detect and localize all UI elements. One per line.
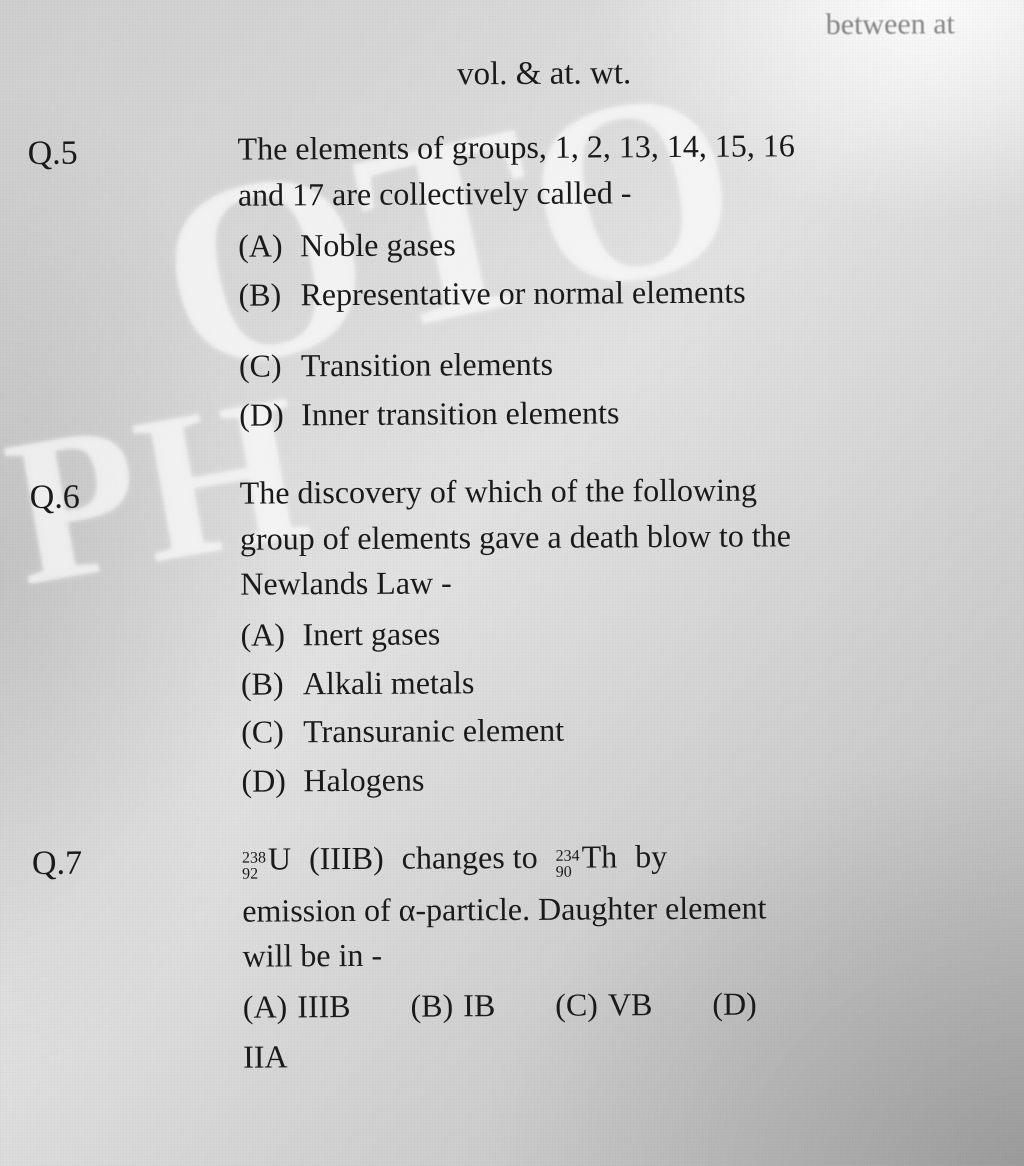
q5-option-c-letter: (C): [239, 343, 301, 389]
q7-option-a-letter: (A): [243, 985, 288, 1031]
question-7: Q.7 238 92 U (IIIB) changes to 234 90: [32, 832, 977, 1081]
header-fragment: between at: [27, 3, 955, 51]
vol-at-wt: vol. & at. wt.: [117, 48, 971, 100]
q5-option-b: (B) Representative or normal elements: [238, 268, 972, 318]
q5-stem-line-1: The elements of groups, 1, 2, 13, 14, 15…: [238, 128, 795, 167]
q5-stem-line-2: and 17 are collectively called -: [238, 174, 632, 212]
question-6-number: Q.6: [30, 471, 242, 808]
q5-option-a: (A) Noble gases: [238, 220, 972, 270]
q7-option-a: (A) IIIB: [243, 984, 351, 1030]
q5-option-a-text: Noble gases: [300, 223, 456, 269]
nuclide-th-atomic: 90: [556, 864, 580, 880]
q7-option-b: (B) IB: [410, 984, 495, 1030]
q7-option-a-text: IIIB: [297, 984, 351, 1030]
q5-option-b-letter: (B): [238, 272, 300, 318]
nuclide-u-symbol: U: [268, 836, 291, 882]
q7-option-b-text: IB: [463, 984, 495, 1030]
q5-option-c: (C) Transition elements: [239, 339, 973, 389]
nuclide-u-mass: 238: [242, 850, 266, 866]
nuclide-u: 238 92 U: [242, 836, 291, 882]
q7-iia: IIA: [243, 1030, 977, 1080]
q6-option-d-letter: (D): [241, 758, 303, 804]
q6-option-a-text: Inert gases: [302, 612, 440, 658]
q6-option-c: (C) Transuranic element: [241, 705, 975, 755]
q5-option-c-text: Transition elements: [301, 342, 553, 389]
q6-option-c-text: Transuranic element: [303, 708, 564, 755]
q6-stem-line-2: group of elements gave a death blow to t…: [240, 517, 791, 556]
question-5: Q.5 The elements of groups, 1, 2, 13, 14…: [27, 123, 973, 442]
q6-option-b-letter: (B): [241, 661, 303, 707]
q6-option-d-text: Halogens: [303, 757, 424, 803]
q6-stem-line-1: The discovery of which of the following: [240, 472, 757, 511]
q7-option-d: (D): [712, 981, 837, 1027]
q5-option-d-text: Inner transition elements: [301, 390, 619, 437]
page: between at vol. & at. wt. Q.5 The elemen…: [0, 0, 1024, 1081]
nuclide-th: 234 90 Th: [555, 835, 617, 881]
q7-option-c-letter: (C): [555, 983, 598, 1029]
question-6: Q.6 The discovery of which of the follow…: [30, 466, 976, 808]
q7-by: by: [635, 834, 667, 880]
q7-option-d-letter: (D): [712, 982, 757, 1028]
q5-option-b-text: Representative or normal elements: [300, 269, 745, 317]
q5-option-a-letter: (A): [238, 224, 300, 270]
q7-option-c: (C) VB: [555, 983, 652, 1029]
q7-stem-line-3: will be in -: [242, 937, 382, 974]
nuclide-th-mass: 234: [556, 848, 580, 864]
q6-option-b-text: Alkali metals: [303, 660, 475, 706]
nuclide-u-atomic: 92: [242, 866, 266, 882]
q6-option-d: (D) Halogens: [241, 754, 975, 804]
q7-iiib: (IIIB): [309, 836, 384, 882]
q6-option-a-letter: (A): [240, 613, 302, 659]
q7-changes-to: changes to: [402, 835, 538, 881]
q6-option-b: (B) Alkali metals: [241, 657, 975, 707]
question-7-number: Q.7: [32, 837, 243, 1081]
q6-stem-line-3: Newlands Law -: [240, 564, 452, 601]
q7-stem-line-2: emission of α-particle. Daughter element: [242, 889, 766, 928]
q7-option-d-text: [767, 981, 837, 1027]
nuclide-th-symbol: Th: [581, 835, 617, 881]
q7-option-b-letter: (B): [410, 984, 453, 1030]
q5-option-d-letter: (D): [239, 392, 301, 438]
q6-option-c-letter: (C): [241, 710, 303, 756]
q5-option-d: (D) Inner transition elements: [239, 388, 973, 438]
q7-option-c-text: VB: [608, 983, 653, 1029]
q6-option-a: (A) Inert gases: [240, 609, 974, 659]
question-5-number: Q.5: [27, 127, 239, 442]
